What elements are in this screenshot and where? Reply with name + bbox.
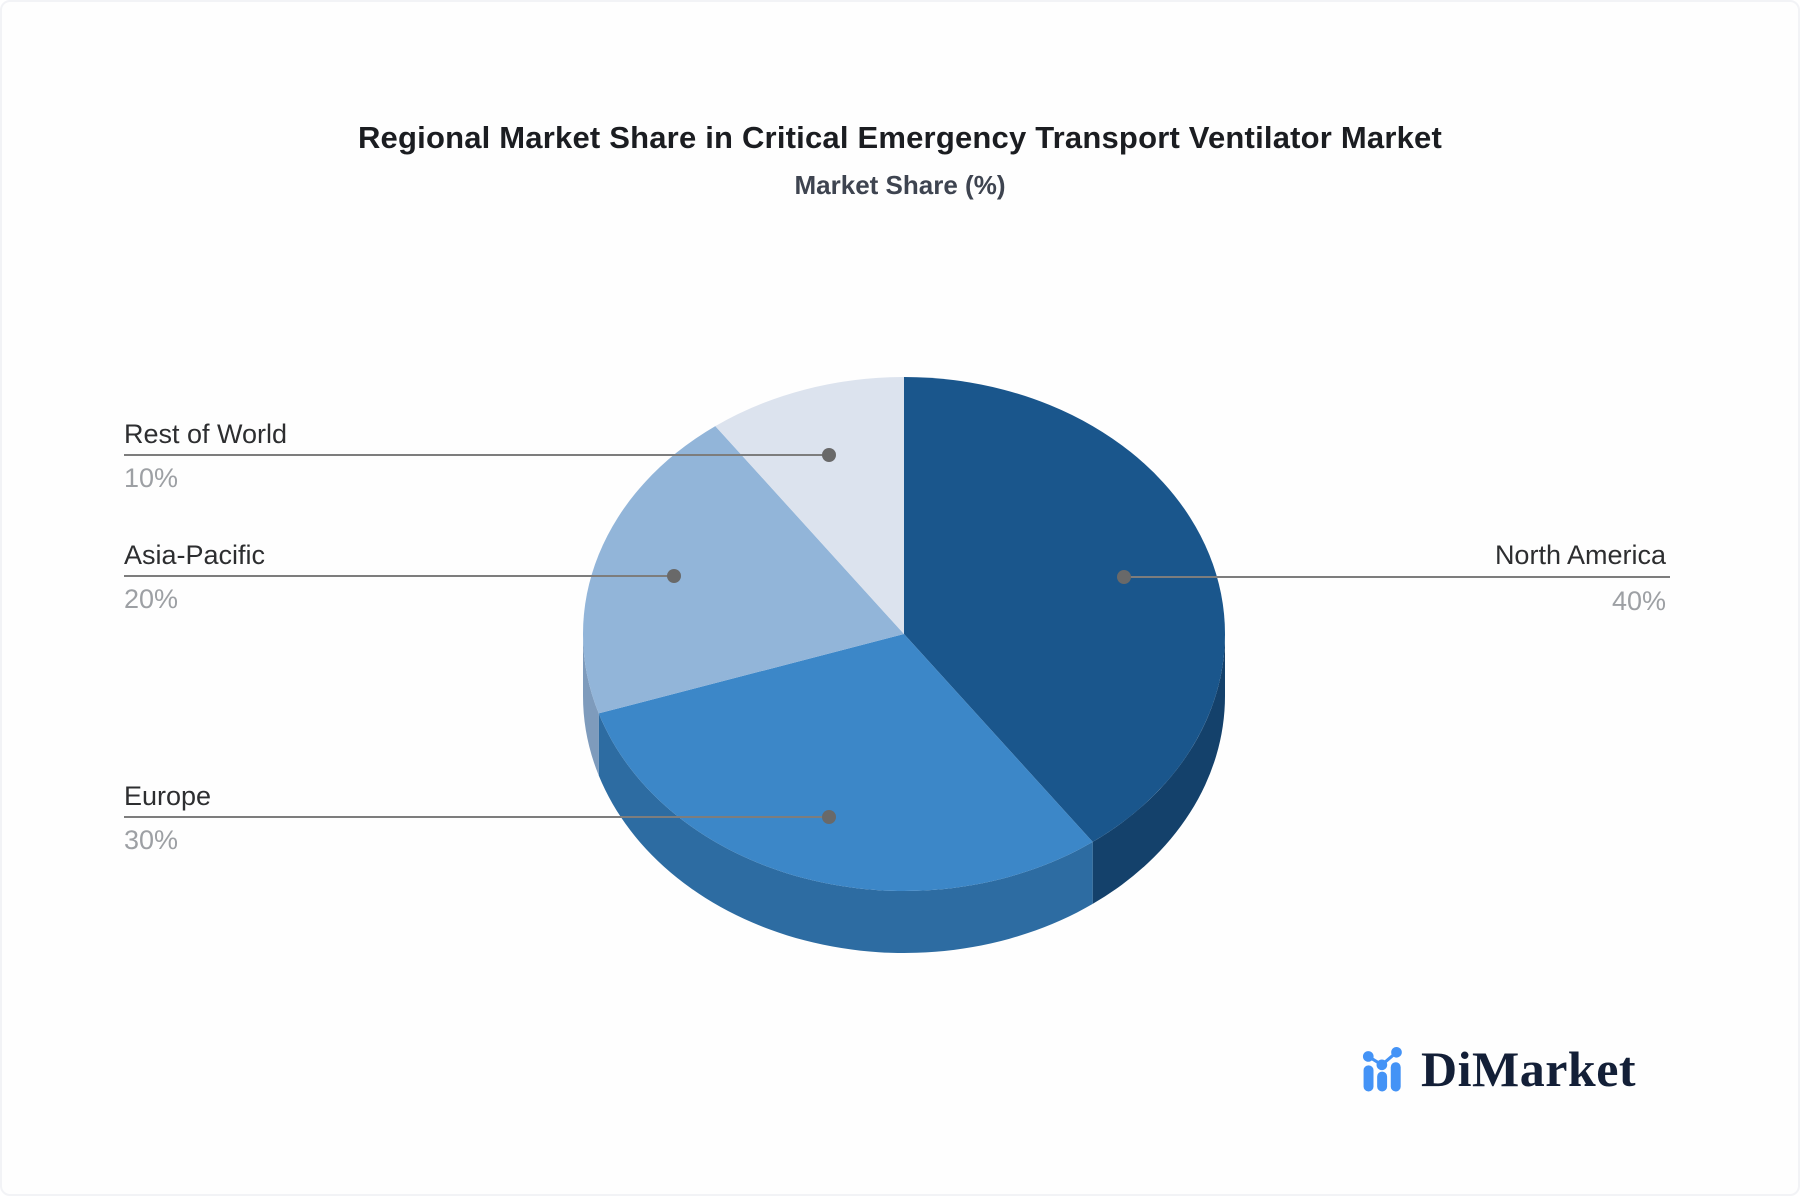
dimarket-logo: DiMarket bbox=[1362, 1040, 1636, 1098]
leader-dot-rest-of-world bbox=[822, 448, 836, 462]
pie-slice-side-asia-pacific bbox=[583, 634, 599, 776]
leader-dot-europe bbox=[822, 810, 836, 824]
slice-label-europe: Europe bbox=[124, 781, 212, 811]
slice-value-asia-pacific: 20% bbox=[124, 584, 179, 614]
slice-value-rest-of-world: 10% bbox=[124, 463, 179, 493]
pie-slice-asia-pacific[interactable] bbox=[583, 426, 904, 714]
slice-label-asia-pacific: Asia-Pacific bbox=[124, 540, 266, 570]
chart-title: Regional Market Share in Critical Emerge… bbox=[357, 120, 1443, 155]
slice-label-rest-of-world: Rest of World bbox=[124, 419, 288, 449]
slice-value-north-america: 40% bbox=[1611, 586, 1666, 616]
pie-slice-side-europe bbox=[598, 713, 1093, 953]
pie-slice-side-north-america bbox=[1092, 634, 1225, 904]
pie-slice-rest-of-world[interactable] bbox=[715, 377, 904, 634]
logo-text: DiMarket bbox=[1421, 1041, 1637, 1097]
leader-dot-asia-pacific bbox=[667, 569, 681, 583]
chart-subtitle: Market Share (%) bbox=[794, 170, 1006, 200]
pie-slice-north-america[interactable] bbox=[904, 377, 1225, 842]
bar-chart-trend-icon bbox=[1362, 1046, 1402, 1092]
leader-dot-north-america bbox=[1117, 570, 1131, 584]
slice-label-north-america: North America bbox=[1494, 540, 1666, 570]
pie-slice-europe[interactable] bbox=[598, 634, 1093, 891]
slice-value-europe: 30% bbox=[124, 825, 179, 855]
